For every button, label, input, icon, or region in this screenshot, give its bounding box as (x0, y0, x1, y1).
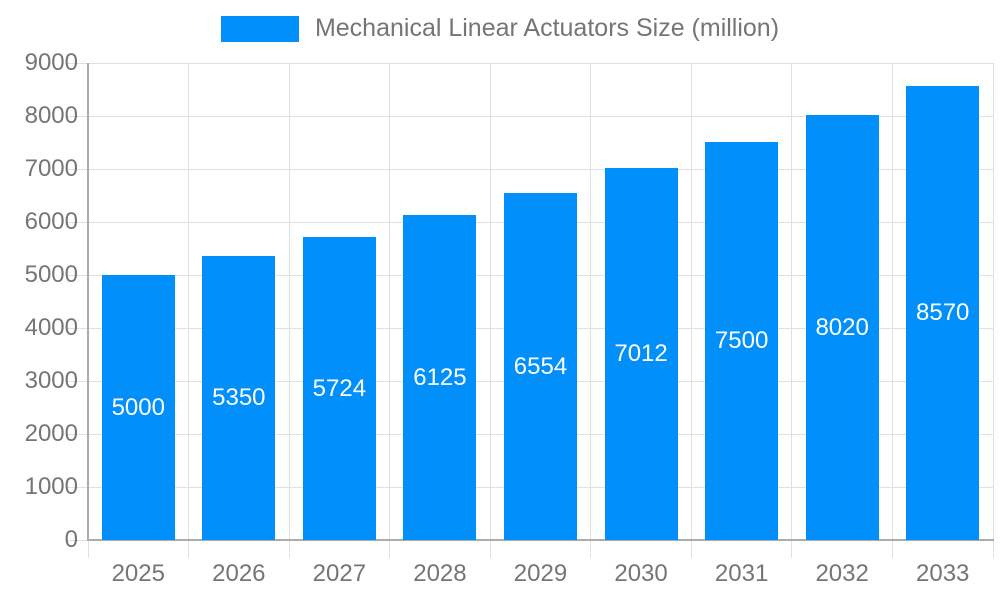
x-tick (389, 540, 391, 558)
y-axis-label: 7000 (24, 155, 78, 182)
y-axis-label: 0 (64, 526, 78, 553)
x-axis-label: 2029 (513, 560, 568, 587)
y-axis-label: 6000 (24, 208, 78, 235)
x-tick (590, 540, 592, 558)
y-axis-label: 2000 (24, 420, 78, 447)
y-axis-label: 3000 (24, 367, 78, 394)
x-axis-label: 2028 (413, 560, 467, 587)
x-tick (791, 540, 793, 558)
x-tick (288, 540, 290, 558)
x-gridline (690, 63, 692, 540)
x-tick (891, 540, 893, 558)
bar[interactable] (403, 215, 477, 540)
bar[interactable] (805, 115, 879, 540)
y-gridline (66, 62, 993, 64)
y-axis-label: 4000 (24, 314, 78, 341)
x-axis-label: 2026 (212, 560, 266, 587)
legend-swatch-icon (220, 15, 299, 42)
x-gridline (489, 63, 491, 540)
x-tick (87, 540, 89, 558)
y-axis-label: 9000 (24, 49, 78, 76)
bar[interactable] (504, 193, 577, 540)
x-gridline (389, 63, 391, 540)
x-axis-label: 2030 (614, 560, 668, 587)
y-axis-label: 8000 (24, 102, 78, 129)
x-axis-label: 2032 (815, 560, 869, 587)
bar[interactable] (906, 86, 980, 540)
x-axis-line (87, 539, 994, 541)
x-gridline (891, 63, 893, 540)
x-gridline (992, 63, 994, 540)
y-axis-label: 5000 (24, 261, 78, 288)
y-axis-label: 1000 (24, 473, 78, 500)
x-gridline (188, 63, 190, 540)
x-gridline (590, 63, 592, 540)
x-gridline (288, 63, 290, 540)
bar[interactable] (604, 168, 678, 540)
x-axis-label: 2033 (916, 560, 970, 587)
x-tick (690, 540, 692, 558)
y-gridline (66, 115, 993, 117)
x-axis-label: 2025 (111, 560, 165, 587)
x-axis-label: 2027 (312, 560, 367, 587)
bar[interactable] (101, 275, 175, 540)
x-tick (188, 540, 190, 558)
bar[interactable] (202, 256, 276, 540)
bar[interactable] (302, 237, 376, 540)
x-axis-label: 2031 (714, 560, 769, 587)
x-gridline (791, 63, 793, 540)
legend[interactable]: Mechanical Linear Actuators Size (millio… (0, 14, 1000, 43)
bar[interactable] (705, 142, 779, 540)
y-gridline (66, 168, 993, 170)
x-tick (992, 540, 994, 558)
x-tick (489, 540, 491, 558)
y-axis-line (87, 63, 89, 541)
legend-label: Mechanical Linear Actuators Size (millio… (314, 14, 780, 42)
